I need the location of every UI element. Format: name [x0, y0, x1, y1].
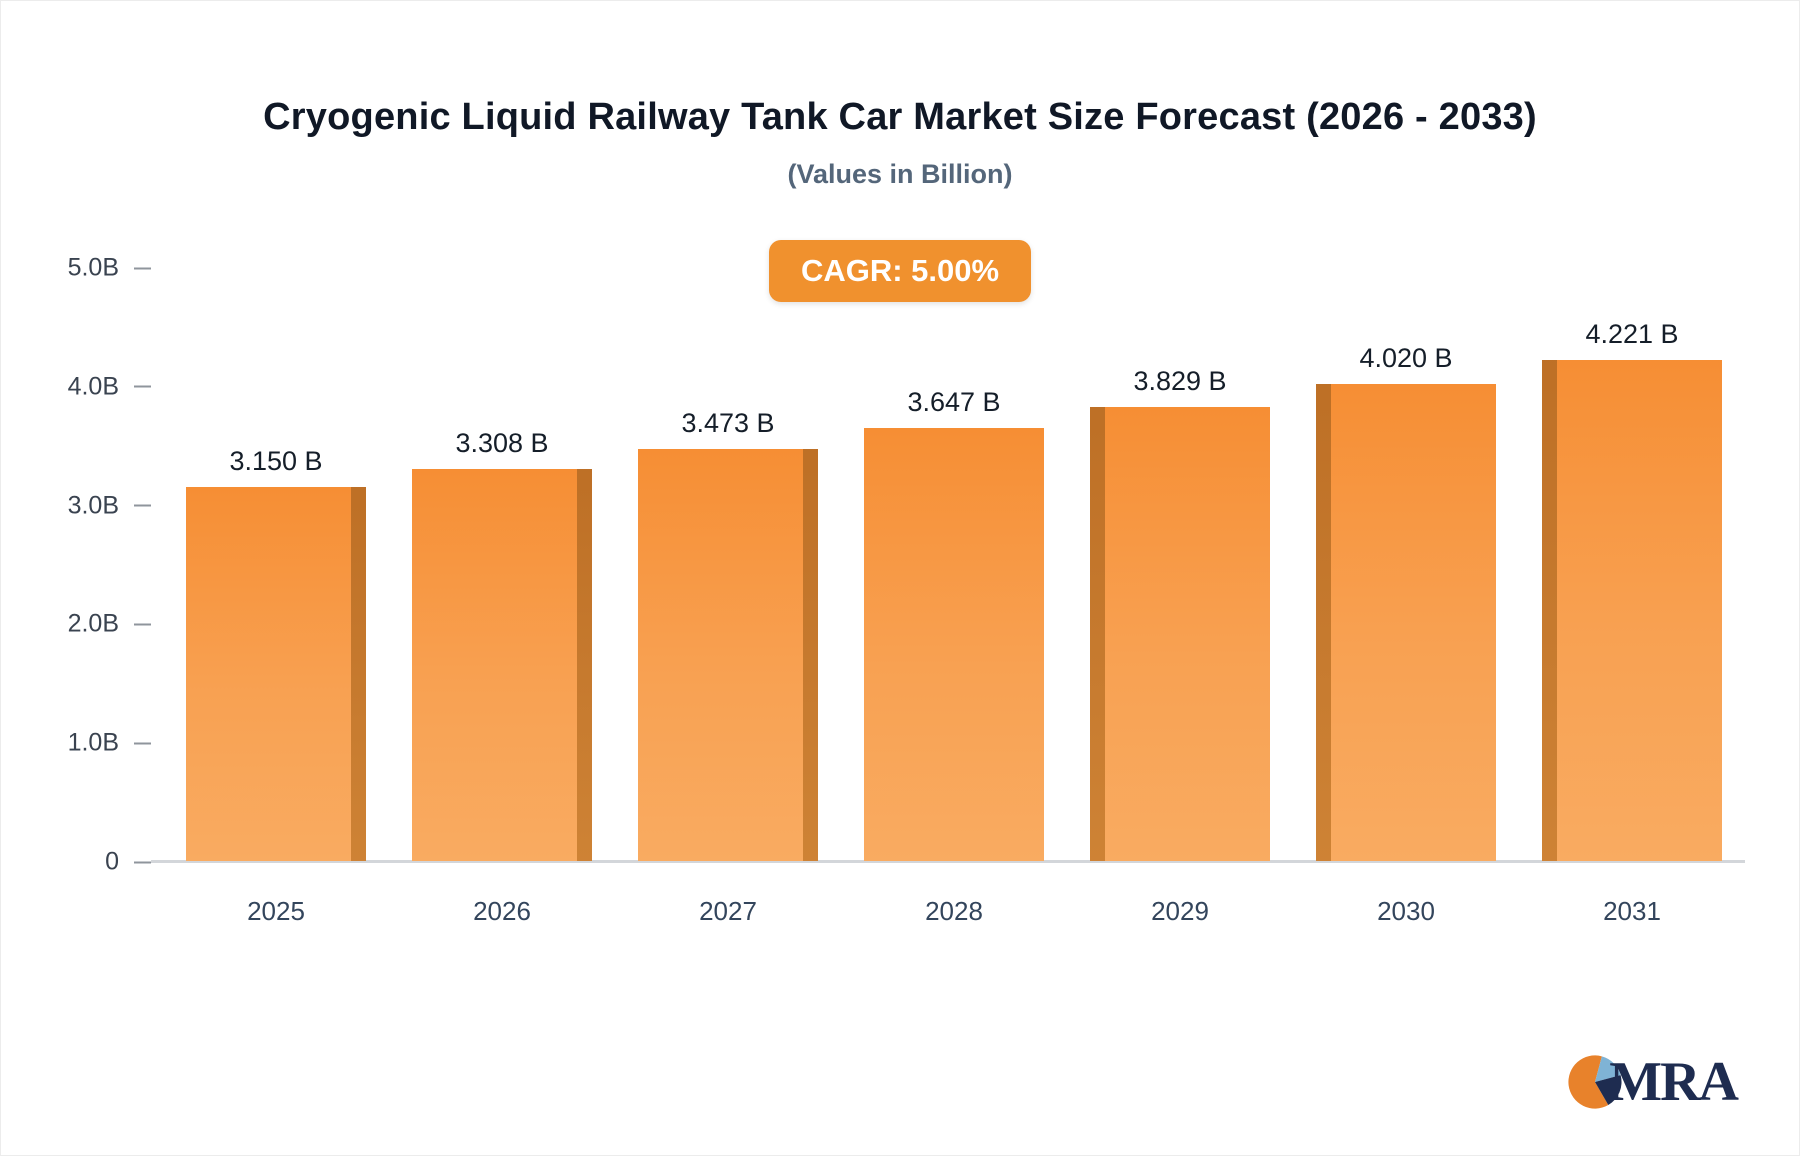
cagr-badge: CAGR: 5.00% — [768, 240, 1032, 302]
bar-group: 3.473 B — [615, 268, 841, 861]
bar-side-shade — [577, 468, 593, 861]
y-tick-label: 1.0B — [67, 728, 119, 757]
bar-group: 3.308 B — [389, 268, 615, 861]
y-tick: 2.0B — [45, 610, 151, 639]
bar-group: 3.829 B — [1067, 268, 1293, 861]
y-axis: 5.0B 4.0B 3.0B 2.0B 1.0B 0 — [45, 254, 151, 876]
x-axis-label: 2029 — [1151, 896, 1209, 926]
bar-side-shade — [1315, 384, 1331, 861]
y-tick-label: 2.0B — [67, 609, 119, 638]
x-axis-label: 2030 — [1377, 896, 1435, 926]
y-tick-mark — [134, 861, 151, 863]
y-tick: 0 — [45, 848, 151, 877]
bar — [637, 449, 819, 861]
y-tick: 1.0B — [45, 729, 151, 758]
y-tick-mark — [134, 623, 151, 626]
bar-value-label: 3.647 B — [907, 387, 1001, 418]
y-tick-mark — [134, 385, 151, 388]
y-tick-mark — [134, 504, 151, 507]
cagr-badge-row: CAGR: 5.00% — [1, 240, 1799, 302]
bar — [185, 487, 367, 861]
bar — [411, 468, 593, 861]
chart-title: Cryogenic Liquid Railway Tank Car Market… — [263, 96, 1537, 138]
bar-group: 3.647 B — [841, 268, 1067, 861]
bar-side-shade — [351, 487, 367, 861]
x-axis-label: 2026 — [473, 896, 531, 926]
bar-value-label: 4.221 B — [1585, 319, 1679, 350]
bar-side-shade — [803, 449, 819, 861]
y-tick-label: 3.0B — [67, 491, 119, 520]
x-axis-label: 2028 — [925, 896, 983, 926]
x-axis-labels: 2025 2026 2027 2028 2029 2030 2031 — [163, 874, 1745, 932]
bar-chart: 5.0B 4.0B 3.0B 2.0B 1.0B 0 3.150 B 3.308 B 3.47… — [45, 254, 1755, 932]
bar-group: 3.150 B — [163, 268, 389, 861]
x-axis-label: 2031 — [1603, 896, 1661, 926]
chart-subtitle: (Values in Billion) — [787, 159, 1013, 189]
y-tick-mark — [134, 742, 151, 745]
bar-value-label: 3.150 B — [229, 446, 323, 477]
mra-logo: MRA — [1566, 1051, 1739, 1113]
y-tick-label: 5.0B — [67, 253, 119, 282]
mra-logo-pie-icon — [1568, 1055, 1622, 1109]
bar — [1089, 406, 1271, 861]
bar — [863, 428, 1045, 861]
mra-logo-text: MRA — [1609, 1051, 1739, 1113]
y-tick: 3.0B — [45, 491, 151, 520]
bar-side-shade — [1089, 406, 1105, 861]
bar — [1315, 384, 1497, 861]
y-tick-label: 0 — [105, 847, 119, 876]
bar-side-shade — [1541, 360, 1557, 861]
bar-value-label: 3.829 B — [1133, 365, 1227, 396]
bar — [1541, 360, 1723, 861]
plot-area: 3.150 B 3.308 B 3.473 B 3.647 B 3.829 B 4.020… — [163, 268, 1745, 861]
y-tick: 5.0B — [45, 254, 151, 283]
x-axis-label: 2025 — [247, 896, 305, 926]
bar-group: 4.221 B — [1519, 268, 1745, 861]
y-tick-label: 4.0B — [67, 372, 119, 401]
bar-value-label: 3.473 B — [681, 408, 775, 439]
bar-group: 4.020 B — [1293, 268, 1519, 861]
bar-value-label: 3.308 B — [455, 427, 549, 458]
bar-value-label: 4.020 B — [1359, 343, 1453, 374]
y-tick-mark — [134, 267, 151, 269]
y-tick: 4.0B — [45, 372, 151, 401]
x-axis-label: 2027 — [699, 896, 757, 926]
x-axis-baseline — [151, 860, 1745, 863]
